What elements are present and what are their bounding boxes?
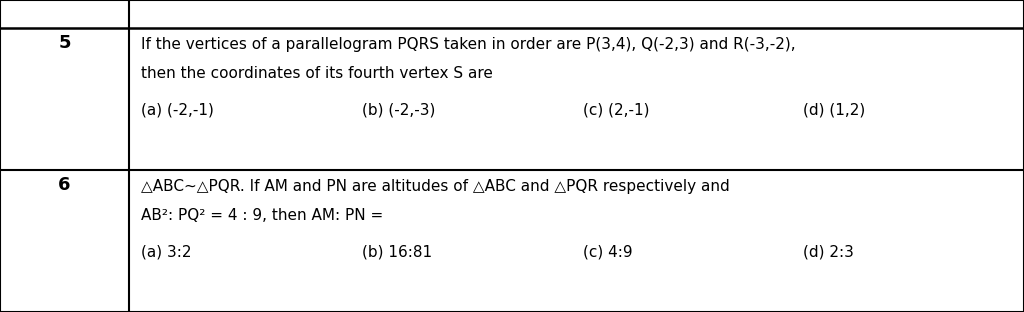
Text: (b) 16:81: (b) 16:81 [362,245,432,260]
Text: then the coordinates of its fourth vertex S are: then the coordinates of its fourth verte… [141,66,494,81]
Text: (c) (2,-1): (c) (2,-1) [583,103,649,118]
Text: 6: 6 [58,176,71,194]
Text: △ABC~△PQR. If AM and PN are altitudes of △ABC and △PQR respectively and: △ABC~△PQR. If AM and PN are altitudes of… [141,179,730,194]
Text: (d) (1,2): (d) (1,2) [803,103,865,118]
Text: (a) (-2,-1): (a) (-2,-1) [141,103,214,118]
Text: If the vertices of a parallelogram PQRS taken in order are P(3,4), Q(-2,3) and R: If the vertices of a parallelogram PQRS … [141,37,796,52]
Text: (a) 3:2: (a) 3:2 [141,245,191,260]
Text: 5: 5 [58,34,71,52]
Text: (d) 2:3: (d) 2:3 [803,245,854,260]
Text: AB²: PQ² = 4 : 9, then AM: PN =: AB²: PQ² = 4 : 9, then AM: PN = [141,208,384,223]
Text: (b) (-2,-3): (b) (-2,-3) [362,103,435,118]
Text: (c) 4:9: (c) 4:9 [583,245,632,260]
